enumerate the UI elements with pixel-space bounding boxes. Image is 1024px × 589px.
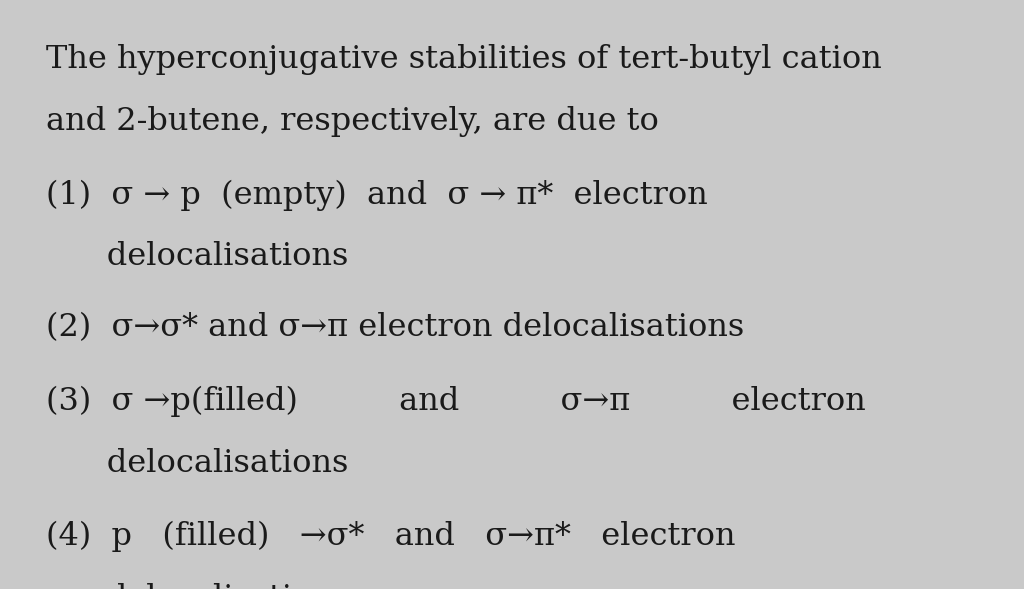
Text: delocalisations: delocalisations — [46, 583, 348, 589]
Text: and 2-butene, respectively, are due to: and 2-butene, respectively, are due to — [46, 106, 659, 137]
Text: (4)  p   (filled)   →σ*   and   σ→π*   electron: (4) p (filled) →σ* and σ→π* electron — [46, 521, 735, 552]
Text: The hyperconjugative stabilities of tert-butyl cation: The hyperconjugative stabilities of tert… — [46, 44, 882, 75]
Text: (3)  σ →p(filled)          and          σ→π          electron: (3) σ →p(filled) and σ→π electron — [46, 386, 866, 417]
Text: delocalisations: delocalisations — [46, 448, 348, 479]
Text: (1)  σ → p  (empty)  and  σ → π*  electron: (1) σ → p (empty) and σ → π* electron — [46, 180, 708, 211]
Text: delocalisations: delocalisations — [46, 241, 348, 273]
Text: (2)  σ→σ* and σ→π electron delocalisations: (2) σ→σ* and σ→π electron delocalisation… — [46, 312, 744, 343]
